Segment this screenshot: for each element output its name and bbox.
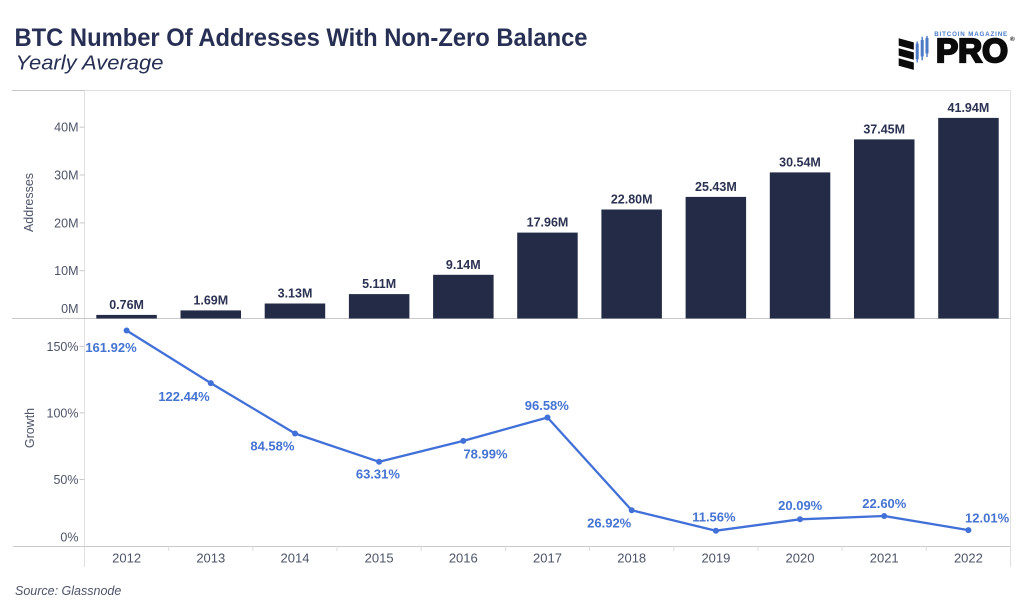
svg-text:150%: 150% bbox=[47, 340, 79, 354]
svg-text:22.80M: 22.80M bbox=[611, 193, 653, 207]
svg-text:0.76M: 0.76M bbox=[109, 298, 144, 312]
svg-text:BITCOIN MAGAZINE: BITCOIN MAGAZINE bbox=[934, 31, 1008, 38]
svg-text:10M: 10M bbox=[54, 264, 78, 278]
svg-text:2016: 2016 bbox=[449, 551, 478, 566]
svg-text:PRO: PRO bbox=[936, 32, 1008, 69]
svg-text:40M: 40M bbox=[54, 121, 78, 135]
svg-text:63.31%: 63.31% bbox=[356, 467, 401, 482]
svg-text:161.92%: 161.92% bbox=[85, 340, 137, 355]
svg-text:12.01%: 12.01% bbox=[965, 511, 1010, 526]
svg-text:2017: 2017 bbox=[533, 551, 562, 566]
svg-text:17.96M: 17.96M bbox=[527, 216, 569, 230]
svg-text:78.99%: 78.99% bbox=[463, 446, 508, 461]
svg-text:BTC Number Of Addresses With N: BTC Number Of Addresses With Non-Zero Ba… bbox=[15, 24, 588, 52]
svg-text:®: ® bbox=[1010, 35, 1015, 43]
svg-text:Addresses: Addresses bbox=[22, 173, 36, 232]
svg-text:37.45M: 37.45M bbox=[863, 122, 905, 136]
svg-text:Source: Glassnode: Source: Glassnode bbox=[15, 584, 121, 598]
svg-text:25.43M: 25.43M bbox=[695, 180, 737, 194]
svg-text:2019: 2019 bbox=[701, 551, 730, 566]
svg-text:30.54M: 30.54M bbox=[779, 155, 821, 169]
svg-text:100%: 100% bbox=[47, 406, 79, 420]
svg-text:41.94M: 41.94M bbox=[948, 101, 990, 115]
svg-text:84.58%: 84.58% bbox=[250, 438, 295, 453]
svg-text:0M: 0M bbox=[61, 302, 78, 316]
svg-text:9.14M: 9.14M bbox=[446, 258, 481, 272]
svg-text:2018: 2018 bbox=[617, 551, 646, 566]
svg-text:2012: 2012 bbox=[112, 551, 141, 566]
svg-text:96.58%: 96.58% bbox=[525, 398, 570, 413]
svg-text:20M: 20M bbox=[54, 216, 78, 230]
svg-text:26.92%: 26.92% bbox=[587, 516, 632, 531]
svg-text:50%: 50% bbox=[53, 473, 78, 487]
svg-text:1.69M: 1.69M bbox=[193, 293, 228, 307]
svg-text:11.56%: 11.56% bbox=[692, 509, 736, 524]
svg-text:30M: 30M bbox=[54, 169, 78, 183]
svg-text:2015: 2015 bbox=[365, 551, 394, 566]
svg-text:2013: 2013 bbox=[196, 551, 225, 566]
svg-text:Yearly Average: Yearly Average bbox=[16, 53, 164, 75]
svg-text:2021: 2021 bbox=[870, 551, 899, 566]
svg-text:20.09%: 20.09% bbox=[778, 498, 823, 513]
svg-text:5.11M: 5.11M bbox=[362, 277, 396, 291]
svg-text:122.44%: 122.44% bbox=[158, 389, 210, 404]
svg-text:0%: 0% bbox=[60, 530, 78, 544]
svg-text:22.60%: 22.60% bbox=[862, 496, 907, 511]
svg-text:2022: 2022 bbox=[954, 551, 983, 566]
svg-text:2020: 2020 bbox=[786, 551, 815, 566]
svg-text:3.13M: 3.13M bbox=[278, 287, 313, 301]
svg-text:2014: 2014 bbox=[281, 551, 310, 566]
svg-text:Growth: Growth bbox=[23, 408, 37, 448]
